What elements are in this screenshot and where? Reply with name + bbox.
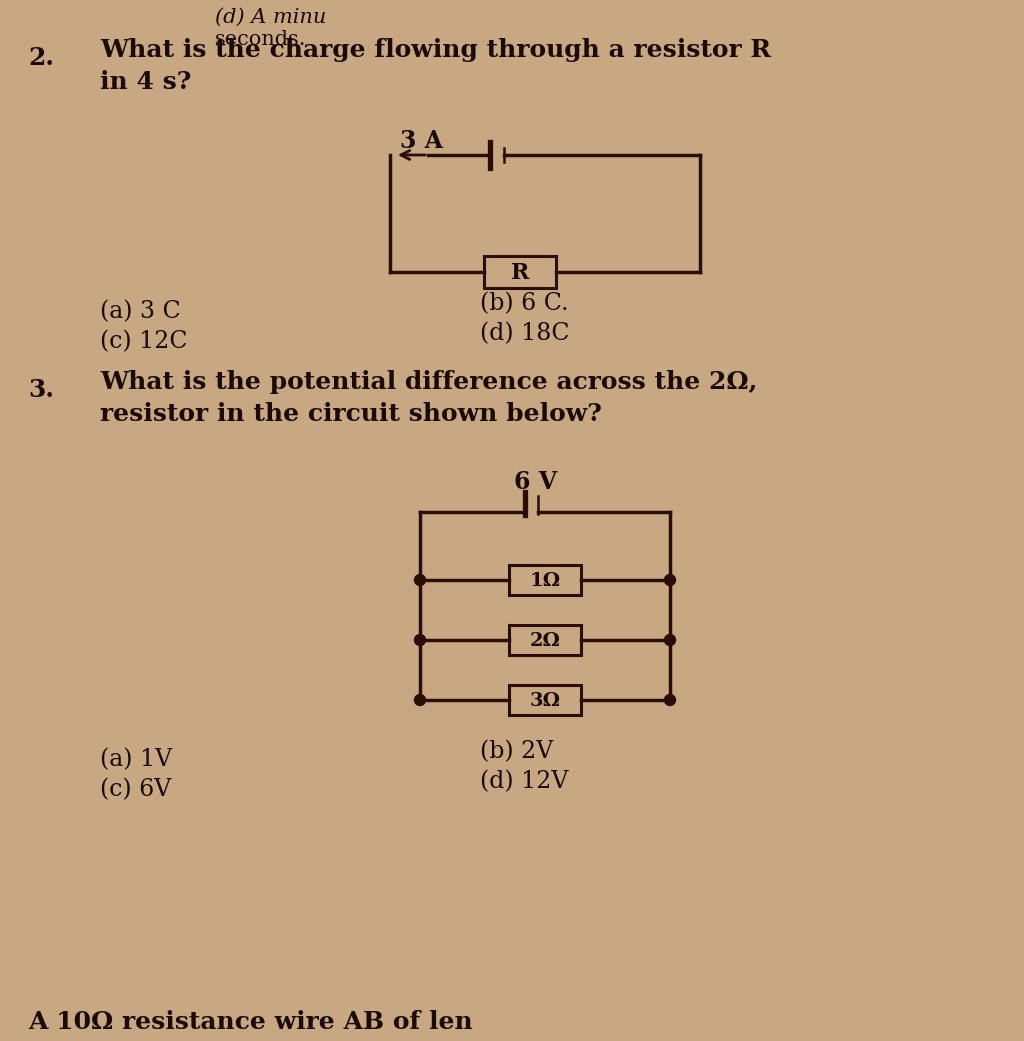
Text: (b) 6 C.: (b) 6 C. — [480, 291, 568, 315]
Text: 3Ω: 3Ω — [529, 692, 560, 710]
Text: (c) 12C: (c) 12C — [100, 330, 187, 353]
Text: (a) 3 C: (a) 3 C — [100, 300, 180, 323]
Text: (d) 18C: (d) 18C — [480, 322, 569, 345]
Text: 3.: 3. — [28, 378, 54, 402]
Text: 2Ω: 2Ω — [529, 632, 560, 650]
Text: (c) 6V: (c) 6V — [100, 778, 171, 801]
Text: 1Ω: 1Ω — [529, 572, 560, 590]
Circle shape — [665, 575, 676, 585]
Text: A 10Ω resistance wire AB of len: A 10Ω resistance wire AB of len — [28, 1010, 473, 1034]
Bar — [484, 256, 556, 288]
Circle shape — [415, 575, 426, 585]
Circle shape — [415, 694, 426, 706]
Text: What is the charge flowing through a resistor R: What is the charge flowing through a res… — [100, 39, 771, 62]
Bar — [509, 685, 581, 715]
Text: (a) 1V: (a) 1V — [100, 748, 172, 771]
Text: 6 V: 6 V — [513, 469, 556, 494]
Text: (b) 2V: (b) 2V — [480, 740, 553, 763]
Text: (d) A minu: (d) A minu — [215, 8, 327, 27]
Bar — [509, 625, 581, 655]
Text: R: R — [511, 262, 529, 284]
Circle shape — [665, 635, 676, 645]
Text: (d) 12V: (d) 12V — [480, 770, 568, 793]
Circle shape — [665, 694, 676, 706]
Text: in 4 s?: in 4 s? — [100, 70, 191, 94]
Bar — [509, 565, 581, 595]
Text: What is the potential difference across the 2Ω,: What is the potential difference across … — [100, 370, 758, 393]
Circle shape — [415, 635, 426, 645]
Text: 3 A: 3 A — [400, 129, 443, 153]
Text: resistor in the circuit shown below?: resistor in the circuit shown below? — [100, 402, 602, 426]
Text: 2.: 2. — [28, 46, 54, 70]
Text: seconds.: seconds. — [215, 30, 306, 49]
